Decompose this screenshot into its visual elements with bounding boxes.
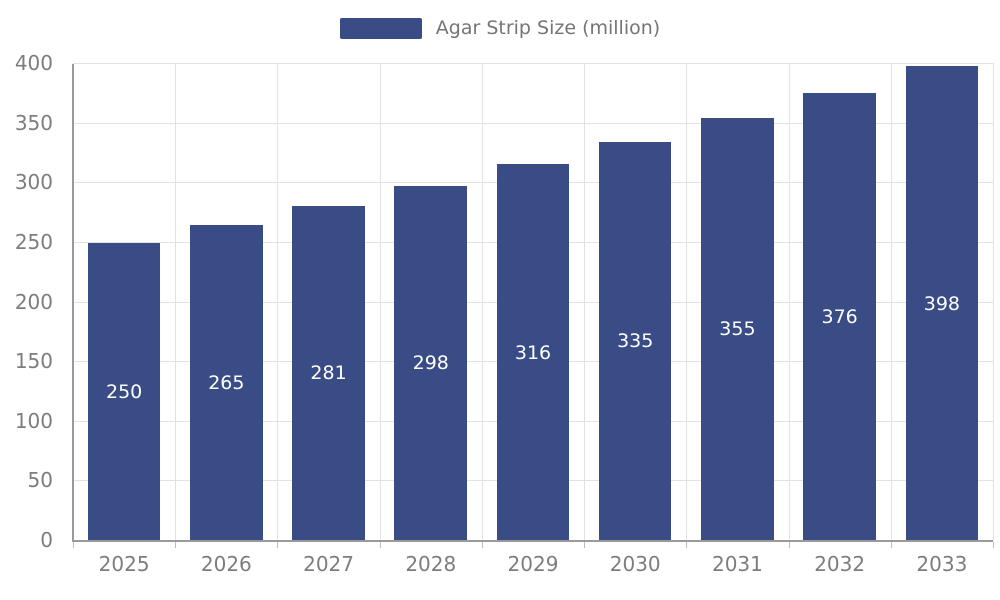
- bar-column: 265: [175, 64, 277, 541]
- bar-column: 316: [482, 64, 584, 541]
- y-tick-label: 150: [14, 349, 53, 374]
- x-tick-mark: [890, 542, 892, 548]
- x-tick-mark: [993, 542, 994, 548]
- bar-value-label: 265: [208, 372, 245, 394]
- gridline-v: [890, 64, 892, 541]
- x-tick-mark: [788, 542, 790, 548]
- legend-label: Agar Strip Size (million): [435, 17, 661, 39]
- gridline-v: [686, 64, 688, 541]
- x-tick-label: 2025: [98, 552, 150, 576]
- gridline-v: [788, 64, 790, 541]
- bar-2031[interactable]: 355: [701, 117, 774, 541]
- gridline-h: [73, 122, 993, 124]
- gridline-v: [584, 64, 586, 541]
- gridline-v: [481, 64, 483, 541]
- legend-swatch-icon: [339, 18, 422, 39]
- gridline-v: [379, 64, 381, 541]
- bar-value-label: 298: [412, 352, 449, 375]
- x-tick-label: 2031: [711, 552, 763, 576]
- chart-legend[interactable]: Agar Strip Size (million): [0, 18, 1000, 39]
- bar-2029[interactable]: 316: [496, 164, 570, 541]
- y-tick-label: 350: [14, 110, 53, 135]
- bar-value-label: 376: [821, 305, 858, 328]
- bar-column: 335: [584, 64, 686, 541]
- x-axis-line: [72, 540, 993, 542]
- bar-column: 250: [73, 64, 175, 541]
- bar-2033[interactable]: 398: [905, 66, 979, 541]
- bar-column: 376: [789, 64, 891, 541]
- gridline-v: [175, 64, 177, 541]
- bar-2028[interactable]: 298: [394, 185, 468, 541]
- x-axis-labels: 2025 2026 2027 2028 2029 2030 2031 2032 2033: [73, 552, 993, 576]
- x-tick-mark: [73, 542, 74, 548]
- x-tick-label: 2026: [200, 552, 252, 576]
- bar-2027[interactable]: 281: [292, 205, 365, 541]
- y-tick-label: 300: [14, 170, 53, 195]
- x-tick-label: 2030: [609, 552, 661, 576]
- plot-area: 250 265 281 298 316 335 355 376 398: [72, 63, 994, 548]
- bar-2032[interactable]: 376: [803, 92, 876, 541]
- x-tick-label: 2028: [405, 552, 457, 576]
- bar-value-label: 316: [514, 341, 552, 364]
- bar-value-label: 398: [923, 292, 960, 315]
- y-axis-line: [72, 64, 74, 541]
- bar-column: 281: [277, 64, 379, 541]
- bar-2030[interactable]: 335: [598, 141, 672, 541]
- bar-value-label: 281: [310, 362, 347, 385]
- y-tick-label: 400: [14, 51, 53, 75]
- bar-value-label: 335: [617, 330, 654, 353]
- bars-row: 250 265 281 298 316 335 355 376 398: [73, 64, 993, 541]
- x-tick-label: 2029: [507, 552, 559, 576]
- x-tick-mark: [379, 542, 381, 548]
- gridline-v: [277, 64, 279, 541]
- bar-value-label: 250: [105, 380, 143, 403]
- x-tick-mark: [686, 542, 688, 548]
- y-tick-label: 0: [40, 528, 53, 552]
- x-tick-mark: [277, 542, 279, 548]
- x-tick-mark: [481, 542, 483, 548]
- x-tick-label: 2033: [916, 552, 968, 576]
- y-axis-labels: 0 50 100 150 200 250 300 350 400: [0, 0, 63, 600]
- y-tick-label: 200: [14, 289, 53, 314]
- y-tick-label: 100: [14, 408, 53, 433]
- bar-2026[interactable]: 265: [190, 225, 263, 541]
- x-tick-mark: [175, 542, 177, 548]
- x-tick-mark: [584, 542, 586, 548]
- bar-column: 398: [891, 64, 993, 541]
- bar-column: 298: [380, 64, 482, 541]
- bar-value-label: 355: [719, 318, 756, 341]
- bar-column: 355: [686, 64, 788, 541]
- y-tick-label: 50: [27, 468, 53, 493]
- y-tick-label: 250: [14, 229, 53, 254]
- x-tick-label: 2032: [814, 552, 866, 576]
- bar-2025[interactable]: 250: [87, 242, 161, 541]
- x-tick-label: 2027: [303, 552, 354, 576]
